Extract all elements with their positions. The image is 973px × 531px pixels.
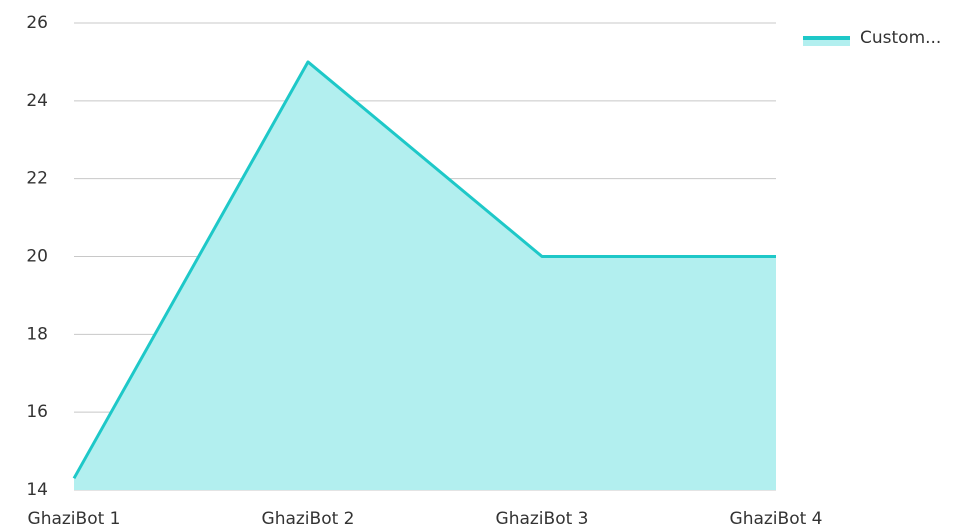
x-tick-label: GhaziBot 2	[262, 509, 355, 529]
area-line	[72, 60, 776, 480]
y-tick-label: 20	[26, 247, 48, 267]
x-tick-label: GhaziBot 3	[496, 509, 589, 529]
y-tick-label: 14	[26, 480, 48, 500]
x-tick-label: GhaziBot 4	[730, 509, 823, 529]
y-tick-label: 22	[26, 169, 48, 189]
y-tick-label: 26	[26, 13, 48, 33]
legend-swatch-fill	[803, 38, 850, 46]
area-fill	[74, 61, 776, 491]
x-tick-label: GhaziBot 1	[28, 509, 121, 529]
y-tick-label: 24	[26, 91, 48, 111]
legend-label: Custom...	[860, 28, 941, 48]
y-tick-label: 16	[26, 402, 48, 422]
y-tick-label: 18	[26, 324, 48, 344]
